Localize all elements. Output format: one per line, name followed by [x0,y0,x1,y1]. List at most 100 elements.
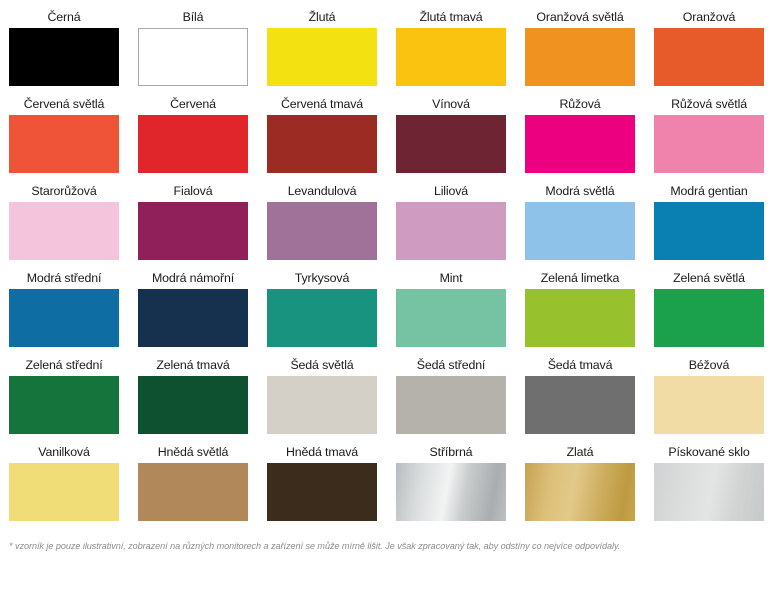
color-swatch-label: Liliová [433,183,469,198]
color-swatch-label: Hnědá světlá [157,444,229,459]
color-swatch-label: Levandulová [287,183,357,198]
color-swatch-chip[interactable] [654,463,764,521]
color-swatch-label: Černá [47,9,81,24]
color-swatch-cell[interactable]: Bílá [138,6,248,93]
color-swatch-chip[interactable] [396,202,506,260]
color-swatch-cell[interactable]: Hnědá tmavá [267,441,377,528]
color-swatch-chip[interactable] [9,28,119,86]
color-swatch-cell[interactable]: Zelená tmavá [138,354,248,441]
color-swatch-label: Modrá námořní [151,270,235,285]
color-swatch-chip[interactable] [525,28,635,86]
color-swatch-chip[interactable] [654,28,764,86]
color-swatch-label: Oranžová [682,9,736,24]
color-swatch-chip[interactable] [654,289,764,347]
color-swatch-chip[interactable] [267,28,377,86]
color-swatch-cell[interactable]: Mint [396,267,506,354]
color-swatch-cell[interactable]: Vínová [396,93,506,180]
color-swatch-label: Béžová [688,357,730,372]
color-swatch-cell[interactable]: Pískované sklo [654,441,764,528]
color-swatch-cell[interactable]: Šedá střední [396,354,506,441]
color-swatch-label: Mint [439,270,463,285]
color-swatch-cell[interactable]: Růžová [525,93,635,180]
color-swatch-chip[interactable] [267,115,377,173]
color-swatch-cell[interactable]: Liliová [396,180,506,267]
color-swatch-cell[interactable]: Modrá světlá [525,180,635,267]
color-swatch-cell[interactable]: Černá [9,6,119,93]
color-swatch-label: Zlatá [566,444,594,459]
color-swatch-cell[interactable]: Červená [138,93,248,180]
color-swatch-cell[interactable]: Vanilková [9,441,119,528]
color-swatch-chip[interactable] [654,376,764,434]
color-swatch-chip[interactable] [267,463,377,521]
color-swatch-chip[interactable] [525,115,635,173]
color-swatch-label: Hnědá tmavá [285,444,359,459]
color-swatch-cell[interactable]: Béžová [654,354,764,441]
color-swatch-chip[interactable] [138,28,248,86]
color-swatch-cell[interactable]: Hnědá světlá [138,441,248,528]
color-swatch-label: Pískované sklo [668,444,750,459]
color-swatch-chip[interactable] [654,202,764,260]
color-swatch-chip[interactable] [267,376,377,434]
color-swatch-label: Šedá střední [416,357,486,372]
color-swatch-label: Vanilková [38,444,90,459]
color-swatch-chip[interactable] [9,376,119,434]
color-swatch-label: Fialová [173,183,213,198]
color-swatch-label: Růžová světlá [671,96,747,111]
color-swatch-cell[interactable]: Levandulová [267,180,377,267]
color-swatch-chip[interactable] [138,289,248,347]
color-swatch-cell[interactable]: Modrá námořní [138,267,248,354]
color-swatch-chip[interactable] [396,28,506,86]
color-swatch-cell[interactable]: Červená tmavá [267,93,377,180]
color-swatch-chip[interactable] [525,289,635,347]
color-swatch-cell[interactable]: Zelená střední [9,354,119,441]
color-swatch-cell[interactable]: Zelená limetka [525,267,635,354]
color-swatch-label: Žlutá tmavá [419,9,483,24]
color-swatch-chip[interactable] [396,289,506,347]
color-swatch-chip[interactable] [525,463,635,521]
color-swatch-chip[interactable] [9,202,119,260]
color-swatch-chip[interactable] [525,376,635,434]
color-swatch-cell[interactable]: Žlutá tmavá [396,6,506,93]
color-swatch-label: Starorůžová [31,183,97,198]
color-swatch-label: Tyrkysová [294,270,350,285]
color-swatch-label: Modrá světlá [545,183,615,198]
color-swatch-cell[interactable]: Modrá střední [9,267,119,354]
color-swatch-label: Modrá střední [26,270,102,285]
color-swatch-label: Zelená limetka [540,270,620,285]
color-swatch-chip[interactable] [138,376,248,434]
color-swatch-chip[interactable] [525,202,635,260]
color-swatch-chip[interactable] [138,202,248,260]
color-swatch-grid: Černá Bílá Žlutá Žlutá tmavá Oranžová světlá… [9,6,766,615]
color-swatch-label: Červená světlá [23,96,105,111]
color-swatch-cell[interactable]: Starorůžová [9,180,119,267]
color-swatch-cell[interactable]: Oranžová [654,6,764,93]
color-swatch-chip[interactable] [396,376,506,434]
color-swatch-cell[interactable]: Tyrkysová [267,267,377,354]
color-swatch-label: Stříbrná [429,444,473,459]
color-swatch-chip[interactable] [654,115,764,173]
color-swatch-cell[interactable]: Stříbrná [396,441,506,528]
color-swatch-cell[interactable]: Červená světlá [9,93,119,180]
color-swatch-cell[interactable]: Šedá tmavá [525,354,635,441]
color-swatch-chip[interactable] [9,463,119,521]
color-swatch-chip[interactable] [267,202,377,260]
color-swatch-cell[interactable]: Zelená světlá [654,267,764,354]
disclaimer-footnote: * vzorník je pouze ilustrativní, zobraze… [9,541,621,551]
color-swatch-chip[interactable] [396,463,506,521]
color-swatch-chip[interactable] [267,289,377,347]
color-swatch-chip[interactable] [138,115,248,173]
color-swatch-chip[interactable] [9,115,119,173]
color-swatch-cell[interactable]: Zlatá [525,441,635,528]
color-swatch-chip[interactable] [396,115,506,173]
color-swatch-label: Zelená světlá [673,270,745,285]
color-swatch-cell[interactable]: Žlutá [267,6,377,93]
color-swatch-chip[interactable] [9,289,119,347]
color-swatch-label: Šedá tmavá [547,357,613,372]
color-swatch-chip[interactable] [138,463,248,521]
color-swatch-cell[interactable]: Šedá světlá [267,354,377,441]
color-swatch-cell[interactable]: Modrá gentian [654,180,764,267]
color-swatch-cell[interactable]: Oranžová světlá [525,6,635,93]
color-swatch-label: Žlutá [308,9,336,24]
color-swatch-cell[interactable]: Fialová [138,180,248,267]
color-swatch-cell[interactable]: Růžová světlá [654,93,764,180]
